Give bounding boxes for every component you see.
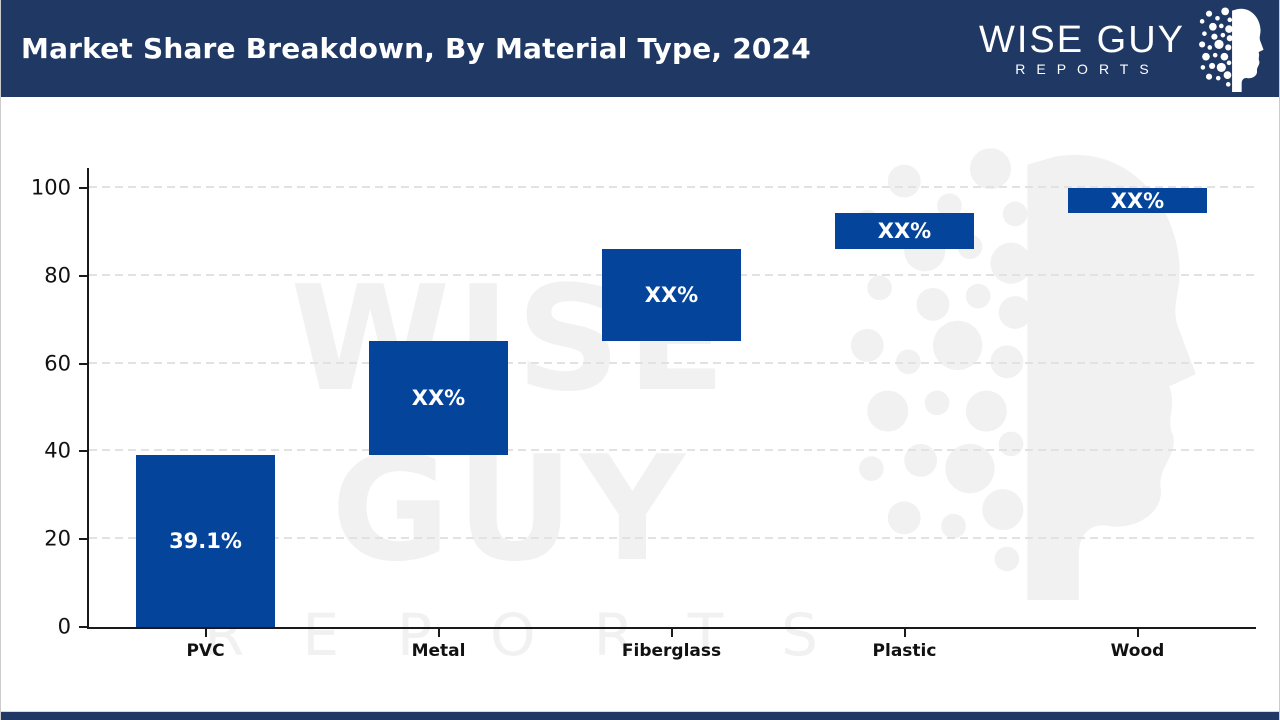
brand-logo: WISE GUY REPORTS xyxy=(979,6,1267,92)
header-bar: Market Share Breakdown, By Material Type… xyxy=(1,0,1279,97)
y-tick-label-40: 40 xyxy=(44,438,71,463)
chart-title: Market Share Breakdown, By Material Type… xyxy=(21,32,811,65)
x-tick-mark-plastic xyxy=(903,629,906,637)
y-tick-mark-80 xyxy=(79,274,87,277)
y-tick-label-100: 100 xyxy=(30,175,71,200)
x-tick-mark-pvc xyxy=(204,629,207,637)
dotted-face-icon xyxy=(1199,7,1264,92)
y-tick-mark-0 xyxy=(79,626,87,628)
bar-fiberglass: XX% xyxy=(601,248,742,341)
bar-metal: XX% xyxy=(368,340,509,456)
bar-label-pvc: 39.1% xyxy=(169,529,242,554)
bar-label-wood: XX% xyxy=(1110,188,1165,213)
bar-label-metal: XX% xyxy=(411,386,466,411)
brand-subname: REPORTS xyxy=(1015,60,1160,77)
x-axis-spine xyxy=(87,627,1256,629)
x-tick-mark-fiberglass xyxy=(670,629,673,637)
y-tick-mark-20 xyxy=(79,538,87,541)
footer-bar xyxy=(1,712,1279,720)
y-tick-label-60: 60 xyxy=(44,351,71,376)
x-tick-label-pvc: PVC xyxy=(186,641,225,661)
bar-pvc: 39.1% xyxy=(135,455,276,627)
y-tick-mark-40 xyxy=(79,450,87,453)
y-axis: 0 20 40 60 80 100 xyxy=(1,177,87,637)
x-tick-label-plastic: Plastic xyxy=(872,641,937,661)
bar-plastic: XX% xyxy=(834,213,975,249)
plot-area: 39.1% XX% XX% XX% XX% xyxy=(89,186,1254,627)
y-tick-label-20: 20 xyxy=(44,526,71,551)
brand-logo-text: WISE GUY REPORTS xyxy=(979,20,1185,78)
x-axis: PVC Metal Fiberglass Plastic Wood xyxy=(89,629,1254,689)
x-tick-mark-wood xyxy=(1136,629,1139,637)
y-tick-label-0: 0 xyxy=(57,614,71,639)
bar-label-fiberglass: XX% xyxy=(644,282,699,307)
y-tick-mark-60 xyxy=(79,362,87,365)
gridline-y-40 xyxy=(89,449,1254,452)
y-axis-spine xyxy=(87,168,89,629)
bar-label-plastic: XX% xyxy=(877,219,932,244)
x-tick-label-wood: Wood xyxy=(1110,641,1165,661)
bar-wood: XX% xyxy=(1067,188,1208,214)
footer-divider xyxy=(1,711,1279,712)
y-tick-label-80: 80 xyxy=(44,263,71,288)
y-tick-mark-100 xyxy=(79,187,87,189)
gridline-y-20 xyxy=(89,537,1254,540)
x-tick-mark-metal xyxy=(437,629,440,637)
gridline-y-60 xyxy=(89,361,1254,364)
x-tick-label-metal: Metal xyxy=(411,641,466,661)
brand-name: WISE GUY xyxy=(978,18,1185,61)
gridline-y-100 xyxy=(89,186,1254,188)
x-tick-label-fiberglass: Fiberglass xyxy=(621,641,722,661)
